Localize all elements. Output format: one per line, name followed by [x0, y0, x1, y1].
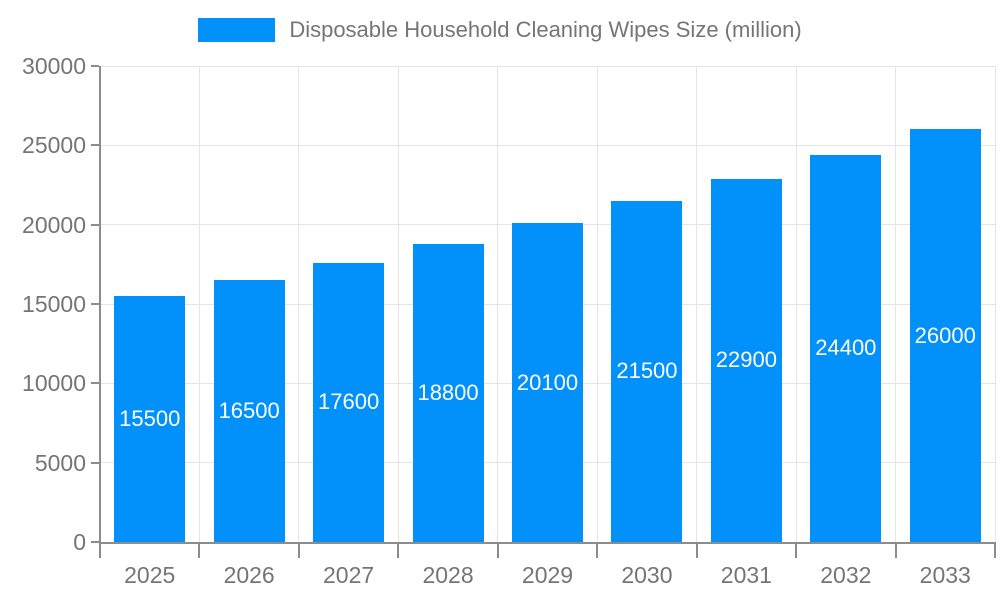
- gridline-vertical: [198, 66, 200, 542]
- gridline-horizontal: [100, 144, 995, 146]
- chart-legend: Disposable Household Cleaning Wipes Size…: [0, 16, 1000, 44]
- y-axis-tick: [91, 144, 99, 147]
- gridline-vertical: [397, 66, 399, 542]
- bar-2032: 24400: [810, 154, 882, 542]
- bar-2030: 21500: [611, 200, 683, 542]
- y-axis-tick-label: 5000: [34, 449, 86, 476]
- x-axis-tick-label: 2030: [621, 562, 673, 588]
- bar-value-label: 22900: [715, 347, 777, 373]
- gridline-vertical: [298, 66, 300, 542]
- bar-value-label: 17600: [318, 389, 380, 415]
- bar-value-label: 18800: [417, 379, 479, 405]
- gridline-vertical: [895, 66, 897, 542]
- x-axis-tick-label: 2026: [223, 562, 275, 588]
- bar-value-label: 20100: [516, 369, 579, 395]
- bar-2029: 20100: [512, 223, 583, 542]
- bar-value-label: 26000: [914, 322, 976, 348]
- gridline-vertical: [497, 66, 499, 542]
- gridline-vertical: [795, 66, 797, 542]
- x-axis-tick-label: 2033: [919, 562, 971, 588]
- bar-value-label: 15500: [119, 406, 181, 432]
- x-axis-tick-label: 2025: [124, 562, 176, 588]
- legend-swatch: [198, 18, 276, 42]
- y-axis-tick-label: 20000: [22, 211, 86, 238]
- x-axis-tick: [198, 544, 201, 558]
- x-axis-tick: [994, 544, 996, 558]
- x-axis-tick: [496, 544, 499, 558]
- bar-value-label: 24400: [815, 335, 877, 361]
- y-axis-line: [99, 66, 101, 544]
- bar-2026: 16500: [213, 280, 285, 542]
- bar-2028: 18800: [412, 243, 484, 542]
- y-axis-tick-label: 10000: [22, 370, 86, 397]
- y-axis-tick: [91, 461, 99, 464]
- x-axis-tick-label: 2029: [521, 562, 574, 588]
- x-axis-tick: [894, 544, 897, 558]
- y-axis-tick-label: 0: [73, 529, 86, 555]
- bar-2033: 26000: [909, 129, 981, 542]
- y-axis-tick: [91, 223, 99, 226]
- gridline-vertical: [596, 66, 598, 542]
- legend-label: Disposable Household Cleaning Wipes Size…: [289, 17, 802, 42]
- bar-value-label: 16500: [218, 398, 280, 424]
- gridline-vertical: [696, 66, 698, 542]
- x-axis-tick: [99, 544, 101, 558]
- bar-2027: 17600: [313, 262, 385, 542]
- x-axis-tick: [596, 544, 599, 558]
- x-axis-tick: [795, 544, 798, 558]
- gridline-horizontal: [100, 65, 995, 67]
- y-axis-tick: [91, 382, 99, 385]
- y-axis-tick: [91, 303, 99, 305]
- y-axis-tick: [91, 65, 99, 67]
- x-axis-tick: [397, 544, 400, 558]
- plot-area: 0 5000 10000 15000 20000 25000 30000 15500 2025 1…: [22, 54, 996, 588]
- x-axis-tick-label: 2032: [820, 562, 872, 588]
- y-axis-tick-label: 30000: [22, 53, 86, 79]
- y-axis-tick: [91, 541, 99, 543]
- bar-2025: 15500: [114, 296, 186, 542]
- x-axis-tick: [297, 544, 300, 558]
- x-axis-tick-label: 2027: [323, 562, 375, 588]
- x-axis-line: [99, 542, 996, 544]
- bar-value-label: 21500: [616, 358, 678, 384]
- bar-2031: 22900: [710, 178, 782, 542]
- x-axis-tick-label: 2031: [720, 562, 772, 588]
- y-axis-tick-label: 15000: [22, 291, 86, 317]
- y-axis-tick-label: 25000: [22, 132, 86, 159]
- gridline-vertical: [994, 66, 996, 542]
- x-axis-tick-label: 2028: [422, 562, 474, 588]
- x-axis-tick: [695, 544, 698, 558]
